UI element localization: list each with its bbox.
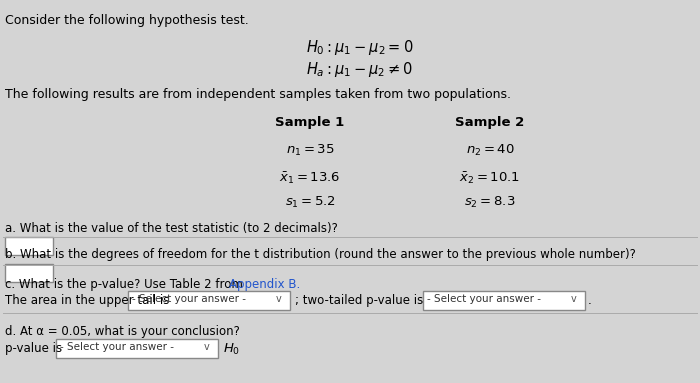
Text: v: v	[204, 342, 210, 352]
Bar	[128, 291, 290, 310]
Text: The area in the upper tail is: The area in the upper tail is	[5, 294, 169, 307]
Text: v: v	[571, 294, 577, 304]
Text: d. At α = 0.05, what is your conclusion?: d. At α = 0.05, what is your conclusion?	[5, 325, 240, 338]
Text: a. What is the value of the test statistic (to 2 decimals)?: a. What is the value of the test statist…	[5, 222, 338, 235]
Bar	[56, 339, 218, 358]
Text: Sample 1: Sample 1	[275, 116, 344, 129]
Text: $s_1 = 5.2$: $s_1 = 5.2$	[285, 195, 335, 210]
Text: $n_2 = 40$: $n_2 = 40$	[466, 143, 514, 158]
Text: Consider the following hypothesis test.: Consider the following hypothesis test.	[5, 14, 248, 27]
Text: The following results are from independent samples taken from two populations.: The following results are from independe…	[5, 88, 511, 101]
Text: - Select your answer -: - Select your answer -	[60, 342, 174, 352]
Bar	[5, 237, 53, 255]
Text: Appendix B.: Appendix B.	[229, 278, 300, 291]
Text: $H_0$: $H_0$	[223, 342, 240, 357]
Text: .: .	[588, 294, 592, 307]
Text: $H_0: \mu_1 - \mu_2 = 0$: $H_0: \mu_1 - \mu_2 = 0$	[307, 38, 414, 57]
Text: c. What is the p-value? Use Table 2 from: c. What is the p-value? Use Table 2 from	[5, 278, 246, 291]
Text: - Select your answer -: - Select your answer -	[427, 294, 541, 304]
Text: v: v	[276, 294, 281, 304]
Text: - Select your answer -: - Select your answer -	[132, 294, 246, 304]
Bar	[5, 264, 53, 282]
Text: $n_1 = 35$: $n_1 = 35$	[286, 143, 335, 158]
Text: b. What is the degrees of freedom for the t distribution (round the answer to th: b. What is the degrees of freedom for th…	[5, 248, 636, 261]
Text: p-value is: p-value is	[5, 342, 62, 355]
Text: $H_a: \mu_1 - \mu_2 \neq 0$: $H_a: \mu_1 - \mu_2 \neq 0$	[307, 60, 414, 79]
Text: Sample 2: Sample 2	[456, 116, 524, 129]
Text: $\bar{x}_2 = 10.1$: $\bar{x}_2 = 10.1$	[459, 170, 521, 186]
Bar	[423, 291, 585, 310]
Text: $s_2 = 8.3$: $s_2 = 8.3$	[464, 195, 516, 210]
Text: ; two-tailed p-value is: ; two-tailed p-value is	[295, 294, 424, 307]
Text: $\bar{x}_1 = 13.6$: $\bar{x}_1 = 13.6$	[279, 170, 341, 186]
